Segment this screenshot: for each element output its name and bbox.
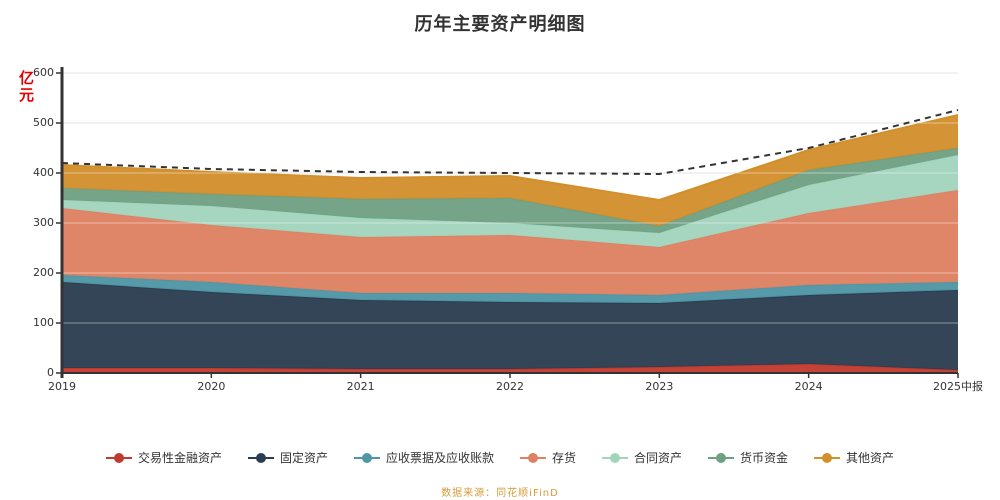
legend-item[interactable]: 存货 (519, 449, 576, 466)
x-tick-label: 2020 (197, 380, 226, 393)
legend-line-dot-icon (519, 452, 546, 463)
x-tick-label: 2022 (496, 380, 524, 393)
y-tick-label: 600 (33, 66, 54, 79)
total-assets-dashed-line (61, 109, 959, 176)
legend-item[interactable]: 交易性金融资产 (105, 449, 222, 466)
y-axis-unit-label: 亿元 (17, 70, 35, 104)
y-tick-label: 300 (33, 216, 54, 229)
legend-label: 其他资产 (846, 451, 895, 465)
area-应收票据及应收账款 (62, 275, 958, 303)
x-tick-label: 2025中报 (933, 380, 983, 393)
y-tick-label: 400 (33, 166, 54, 179)
data-source-watermark: 数据来源：同花顺iFinD (441, 488, 559, 499)
y-tick-label: 0 (47, 366, 54, 379)
x-tick-label: 2021 (346, 380, 375, 393)
y-tick-label: 500 (33, 116, 54, 129)
legend-item[interactable]: 货币资金 (708, 449, 788, 466)
area-合同资产 (62, 155, 958, 247)
legend-line-dot-icon (602, 452, 628, 463)
legend-label: 货币资金 (740, 451, 789, 465)
legend-line-dot-icon (708, 452, 735, 463)
legend-label: 应收票据及应收账款 (385, 451, 494, 465)
legend-item[interactable]: 其他资产 (814, 449, 894, 466)
legend-label: 合同资产 (634, 451, 683, 465)
area-top-line-其他资产 (61, 114, 959, 202)
x-tick-label: 2024 (794, 380, 823, 393)
area-货币资金 (62, 148, 958, 233)
x-tick-label: 2023 (645, 380, 674, 393)
legend-line-dot-icon (814, 452, 841, 463)
y-tick-label: 100 (33, 316, 54, 329)
area-其他资产 (62, 115, 958, 226)
legend-item[interactable]: 应收票据及应收账款 (353, 449, 494, 466)
chart-title: 历年主要资产明细图 (414, 14, 586, 35)
legend-item[interactable]: 合同资产 (602, 449, 682, 466)
legend-line-dot-icon (105, 452, 132, 463)
area-固定资产 (62, 282, 958, 370)
legend-label: 交易性金融资产 (137, 451, 222, 465)
x-tick-label: 2019 (48, 380, 76, 393)
legend-label: 存货 (551, 451, 576, 465)
legend-label: 固定资产 (279, 451, 328, 465)
y-tick-label: 200 (33, 266, 54, 279)
area-存货 (62, 190, 958, 295)
legend-line-dot-icon (247, 452, 274, 463)
chart-legend: 交易性金融资产 固定资产 应收票据及应收账款 存货 合同资产 货币资金 其他资产 (0, 449, 1000, 466)
legend-item[interactable]: 固定资产 (247, 449, 328, 466)
legend-line-dot-icon (353, 452, 380, 463)
